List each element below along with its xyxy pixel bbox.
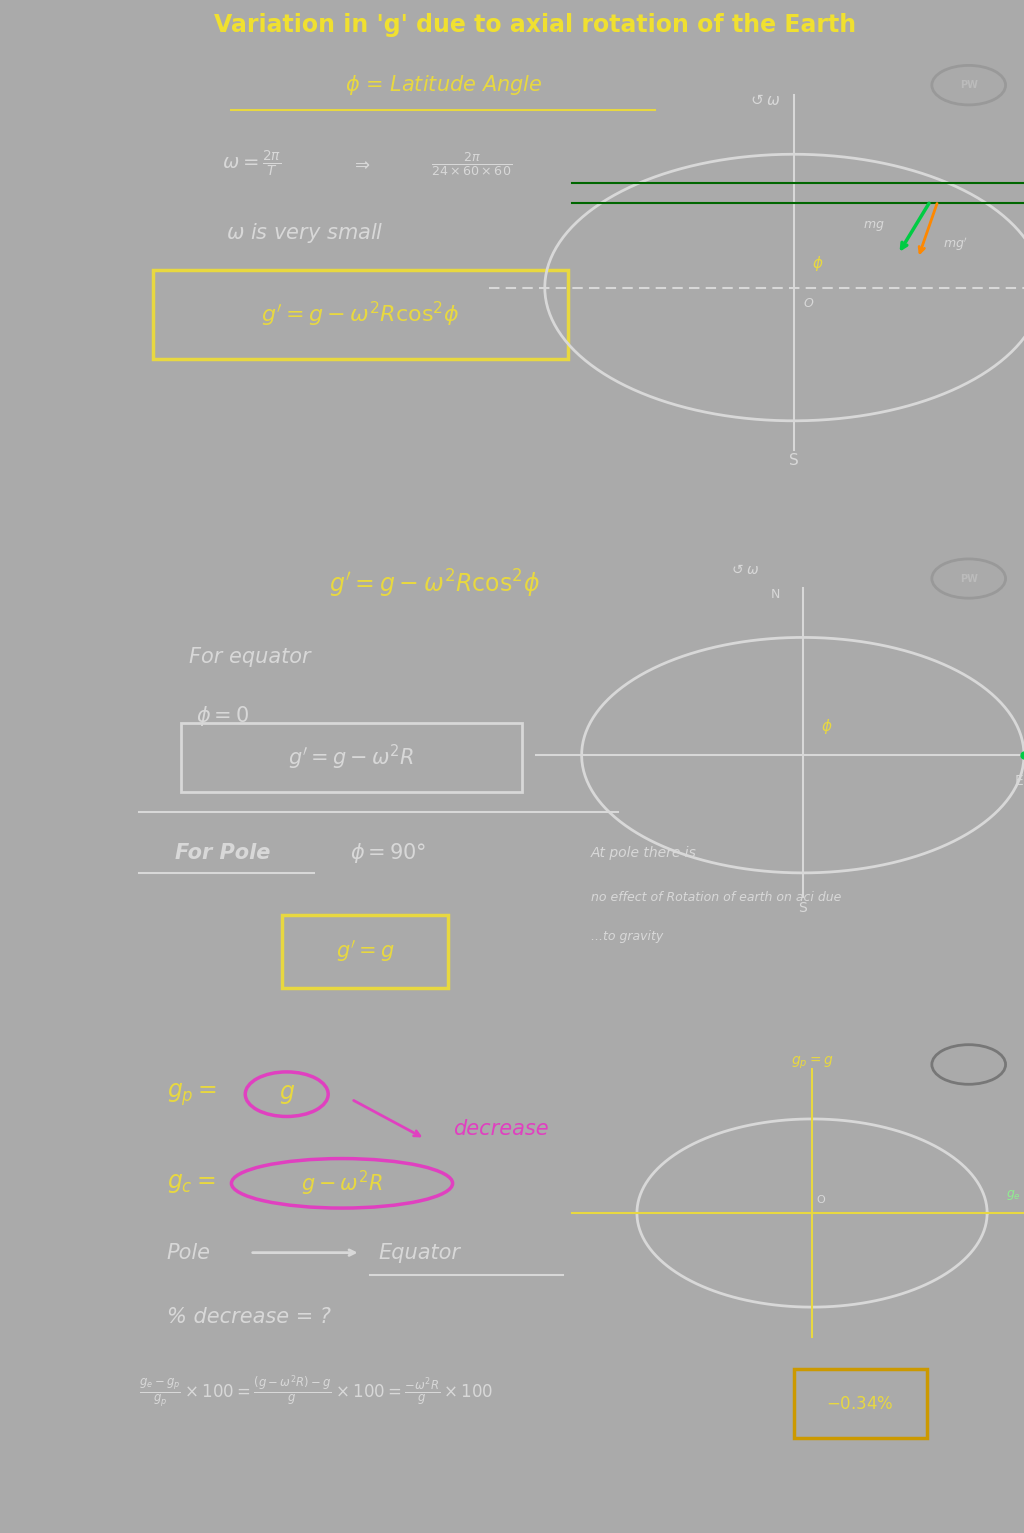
Text: PW: PW	[959, 573, 978, 584]
Text: S: S	[799, 901, 807, 915]
Text: $\phi$: $\phi$	[812, 254, 823, 273]
Text: $g - \omega^2 R$: $g - \omega^2 R$	[301, 1168, 383, 1197]
Text: At pole there is: At pole there is	[591, 846, 696, 860]
Text: no effect of Rotation of earth on aci due: no effect of Rotation of earth on aci du…	[591, 891, 842, 904]
Text: $O$: $O$	[803, 297, 814, 310]
Text: Equator: Equator	[379, 1243, 461, 1263]
Text: decrease: decrease	[453, 1119, 548, 1139]
Text: $g$: $g$	[279, 1082, 295, 1107]
Text: $g' = g$: $g' = g$	[336, 938, 394, 964]
Text: $\circlearrowleft\omega$: $\circlearrowleft\omega$	[729, 563, 759, 576]
Text: ...to gravity: ...to gravity	[591, 931, 664, 943]
Text: $\omega$ is very small: $\omega$ is very small	[226, 221, 384, 245]
Text: O: O	[817, 1196, 825, 1205]
Text: $g_c = $: $g_c = $	[167, 1171, 216, 1196]
Text: $g_p = g$: $g_p = g$	[791, 1055, 834, 1072]
Text: $\phi$ = Latitude Angle: $\phi$ = Latitude Angle	[345, 74, 542, 97]
Text: PW: PW	[959, 80, 978, 90]
Text: $\frac{2\pi}{24\times60\times60}$: $\frac{2\pi}{24\times60\times60}$	[430, 150, 512, 178]
Text: % decrease = ?: % decrease = ?	[167, 1308, 331, 1328]
Text: $\phi$: $\phi$	[821, 716, 833, 736]
Text: $mg'$: $mg'$	[943, 235, 968, 253]
Text: $\phi = 90°$: $\phi = 90°$	[350, 842, 426, 865]
Text: $g' = g - \omega^2 R\cos^2\!\phi$: $g' = g - \omega^2 R\cos^2\!\phi$	[261, 300, 460, 330]
Text: $g' = g - \omega^2 R\cos^2\!\phi$: $g' = g - \omega^2 R\cos^2\!\phi$	[329, 567, 540, 599]
Text: $\omega = \frac{2\pi}{T}$: $\omega = \frac{2\pi}{T}$	[222, 149, 282, 179]
Text: $\frac{g_e - g_p}{g_p}\times100 = \frac{(g-\omega^2 R) - g}{g}\times100 = \frac{: $\frac{g_e - g_p}{g_p}\times100 = \frac{…	[139, 1374, 494, 1409]
Text: N: N	[770, 589, 780, 601]
Text: $\Rightarrow$: $\Rightarrow$	[350, 155, 371, 173]
Text: $\phi = 0$: $\phi = 0$	[196, 704, 249, 728]
Text: PW: PW	[959, 1059, 978, 1070]
Text: $\circlearrowleft\omega$: $\circlearrowleft\omega$	[748, 94, 780, 107]
Text: Pole: Pole	[167, 1243, 211, 1263]
Text: Variation in 'g' due to axial rotation of the Earth: Variation in 'g' due to axial rotation o…	[214, 14, 857, 37]
Text: $-0.34\%$: $-0.34\%$	[826, 1395, 894, 1413]
Text: E: E	[1015, 774, 1024, 788]
Text: For equator: For equator	[189, 647, 310, 667]
Text: $g_p = $: $g_p = $	[167, 1081, 217, 1107]
Text: $g' = g - \omega^2 R$: $g' = g - \omega^2 R$	[288, 744, 415, 773]
Text: For Pole: For Pole	[174, 843, 270, 863]
Text: $g_e = g - \omega^2 R$: $g_e = g - \omega^2 R$	[1006, 1185, 1024, 1203]
Text: $mg$: $mg$	[863, 219, 885, 233]
Text: S: S	[788, 454, 799, 468]
